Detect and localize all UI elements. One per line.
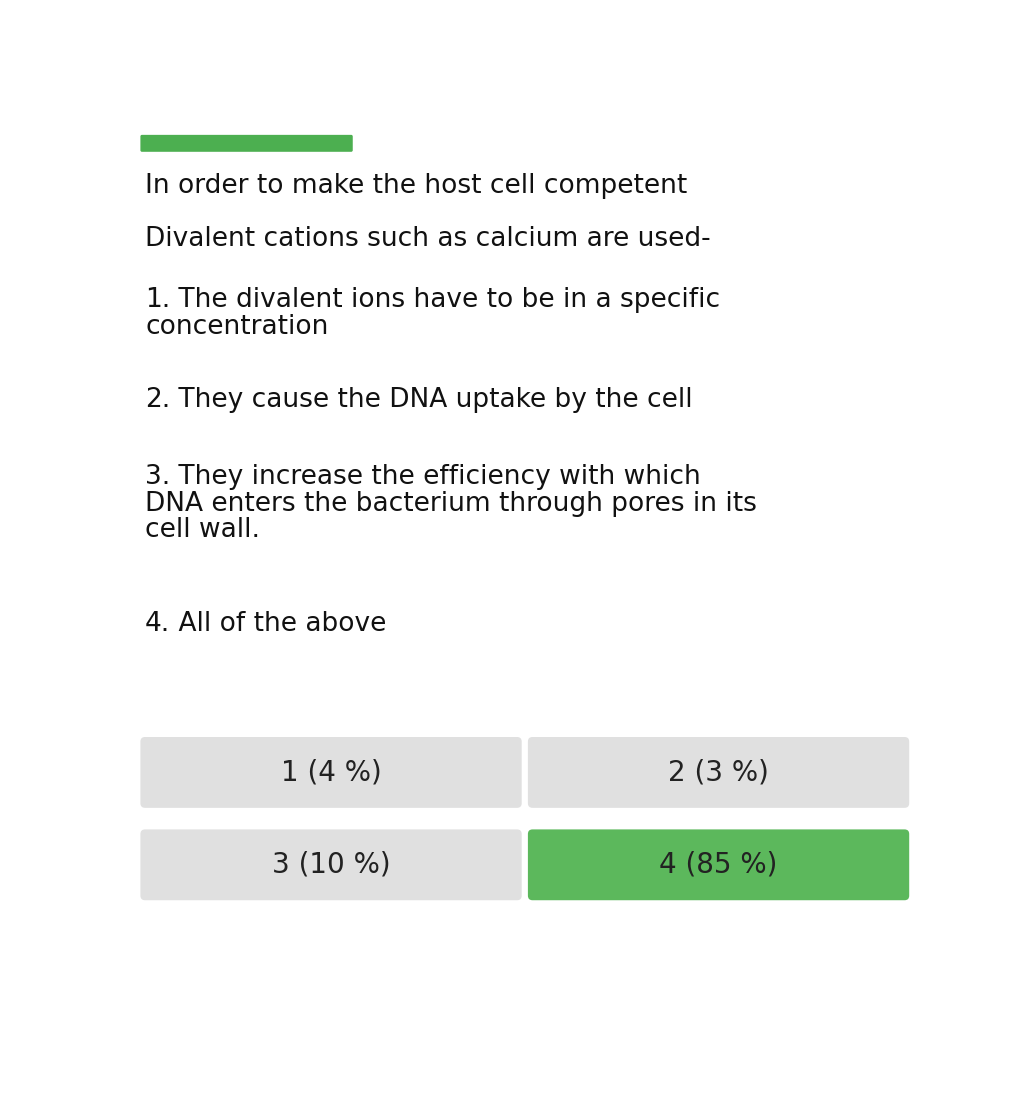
Text: 4 (85 %): 4 (85 %) xyxy=(659,851,778,879)
Text: 3 (10 %): 3 (10 %) xyxy=(271,851,390,879)
Text: The divalent ions have to be in a specific: The divalent ions have to be in a specif… xyxy=(145,288,720,313)
Text: 1 (4 %): 1 (4 %) xyxy=(281,759,381,787)
Text: cell wall.: cell wall. xyxy=(145,517,260,543)
Text: 4.: 4. xyxy=(145,611,170,637)
Text: 2.: 2. xyxy=(145,388,170,413)
FancyBboxPatch shape xyxy=(140,134,352,152)
FancyBboxPatch shape xyxy=(140,737,521,808)
FancyBboxPatch shape xyxy=(528,737,909,808)
FancyBboxPatch shape xyxy=(140,830,521,900)
Text: They cause the DNA uptake by the cell: They cause the DNA uptake by the cell xyxy=(145,388,692,413)
Text: 2 (3 %): 2 (3 %) xyxy=(668,759,769,787)
Text: 1.: 1. xyxy=(145,288,170,313)
Text: concentration: concentration xyxy=(145,313,329,340)
FancyBboxPatch shape xyxy=(528,830,909,900)
Text: All of the above: All of the above xyxy=(145,611,386,637)
Text: In order to make the host cell competent: In order to make the host cell competent xyxy=(145,173,687,199)
Text: DNA enters the bacterium through pores in its: DNA enters the bacterium through pores i… xyxy=(145,491,757,517)
Text: Divalent cations such as calcium are used-: Divalent cations such as calcium are use… xyxy=(145,226,711,252)
Text: They increase the efficiency with which: They increase the efficiency with which xyxy=(145,464,700,490)
Text: 3.: 3. xyxy=(145,464,170,490)
